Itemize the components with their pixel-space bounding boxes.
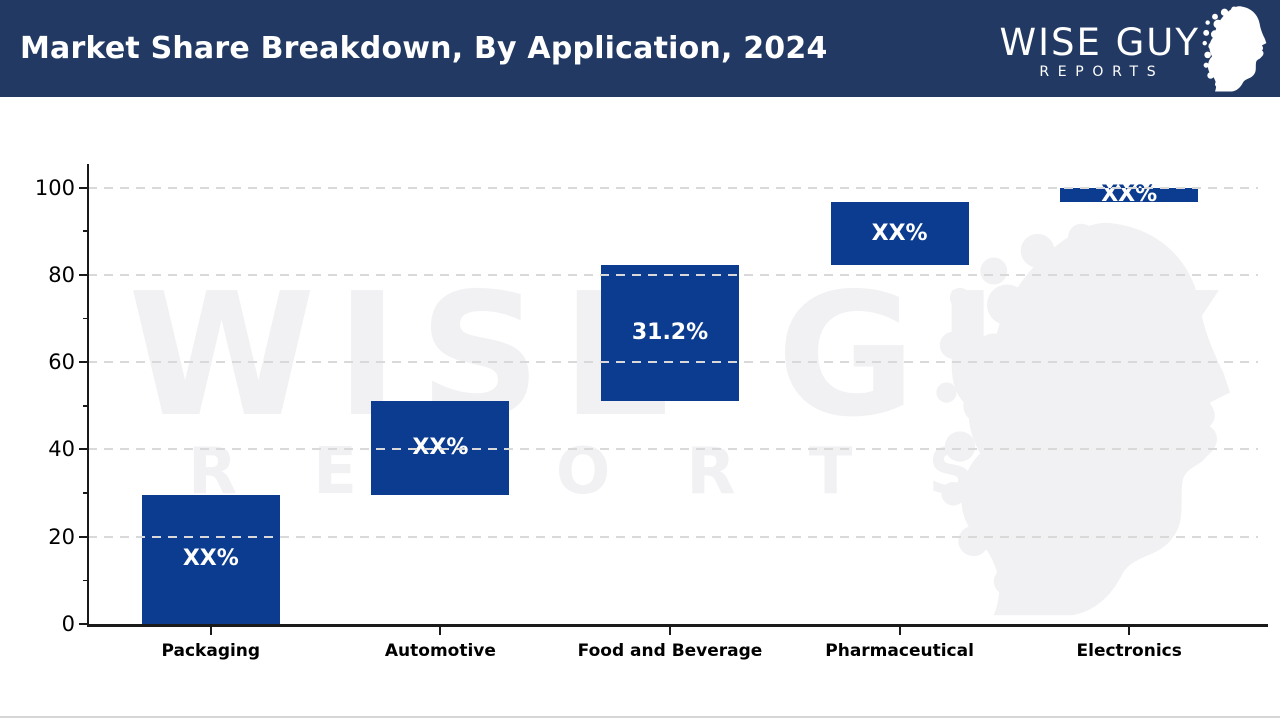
x-tick-2	[669, 627, 671, 635]
bar-food-and-beverage: 31.2%	[601, 265, 739, 402]
x-axis-label-3: Pharmaceutical	[825, 641, 974, 661]
y-tick-label-20: 20	[48, 524, 75, 549]
brand-name: WISE GUY	[999, 20, 1200, 64]
header-bar: Market Share Breakdown, By Application, …	[0, 0, 1280, 97]
gridline-y100	[88, 186, 1258, 189]
bar-value-label: XX%	[412, 435, 469, 461]
bar-value-label: 31.2%	[631, 320, 709, 346]
x-tick-1	[439, 627, 442, 635]
y-tick-80	[79, 273, 88, 276]
y-tick-0	[79, 623, 88, 625]
y-axis-spine	[86, 164, 89, 627]
brand-text: WISE GUY REPORTS	[999, 20, 1200, 81]
y-tick-label-0: 0	[61, 612, 75, 636]
y-tick-label-80: 80	[48, 262, 75, 287]
x-axis-label-2: Food and Beverage	[577, 641, 763, 661]
y-tick-100	[79, 186, 88, 189]
footer-divider	[0, 716, 1280, 718]
bar-value-label: XX%	[182, 546, 239, 572]
x-tick-4	[1128, 627, 1131, 635]
gridline-y80	[88, 273, 1258, 276]
y-tick-20	[79, 535, 88, 538]
gridline-y20	[88, 535, 1258, 538]
bar-automotive: XX%	[371, 401, 510, 495]
bar-pharmaceutical: XX%	[830, 202, 969, 266]
x-axis-line	[86, 624, 1268, 627]
report-title: Market Share Breakdown, By Application, …	[20, 31, 828, 66]
x-tick-0	[209, 627, 212, 635]
y-minor-tick-30	[83, 492, 88, 494]
y-minor-tick-70	[83, 317, 88, 320]
x-axis-label-1: Automotive	[384, 641, 496, 661]
bar-value-label: XX%	[1101, 187, 1158, 203]
y-minor-tick-50	[83, 405, 88, 407]
y-tick-60	[79, 361, 88, 364]
bar-packaging: XX%	[141, 494, 280, 624]
brand-subtitle: REPORTS	[1039, 64, 1165, 81]
x-axis-label-0: Packaging	[161, 641, 261, 661]
gridline-y40	[88, 448, 1258, 451]
y-tick-label-100: 100	[34, 175, 75, 200]
bar-electronics: XX%	[1060, 187, 1199, 203]
y-tick-label-40: 40	[48, 437, 75, 462]
y-minor-tick-10	[83, 579, 88, 582]
bar-value-label: XX%	[871, 220, 928, 246]
y-minor-tick-90	[83, 230, 88, 232]
x-axis-label-4: Electronics	[1076, 641, 1182, 661]
x-tick-3	[898, 627, 901, 635]
brand-logo: WISE GUY REPORTS	[1000, 4, 1274, 94]
y-tick-40	[79, 448, 88, 451]
y-tick-label-60: 60	[48, 350, 75, 375]
gridline-y60	[88, 361, 1258, 364]
